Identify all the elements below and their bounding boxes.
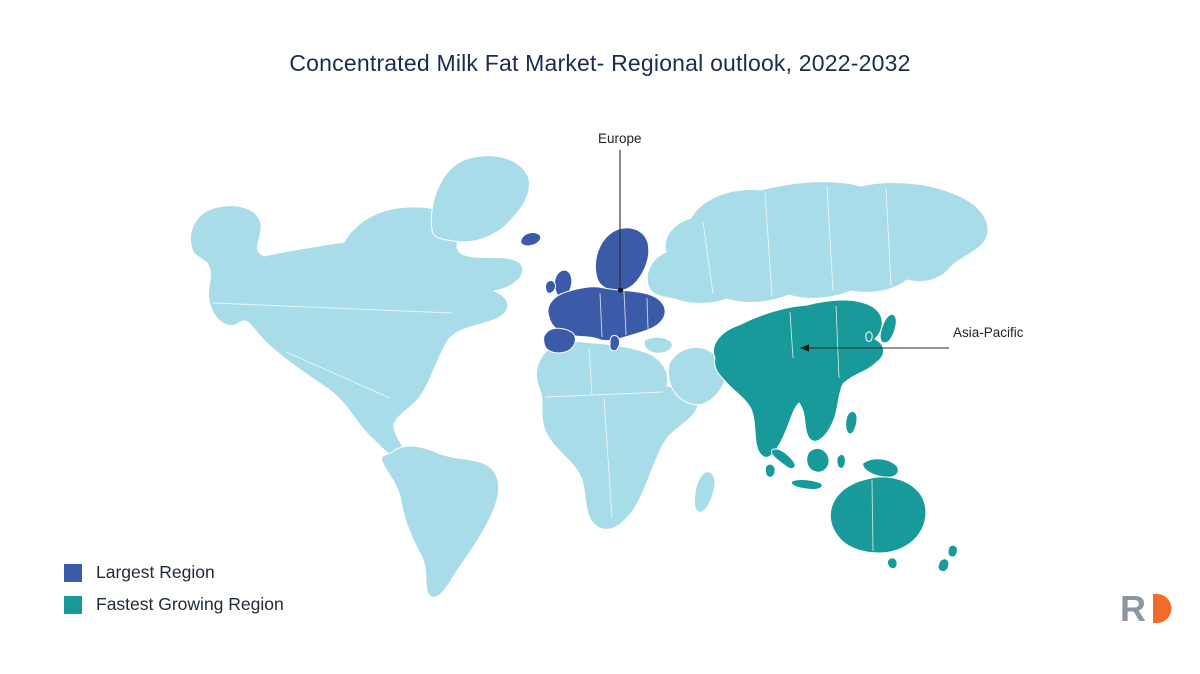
region-tasmania	[886, 557, 898, 570]
region-new-guinea	[862, 458, 899, 478]
region-borneo	[806, 448, 830, 473]
region-australia	[829, 476, 927, 554]
region-north-america	[190, 205, 524, 459]
region-japan	[879, 313, 897, 344]
europe-label: Europe	[598, 131, 642, 146]
region-ireland	[545, 280, 556, 294]
region-south-america	[381, 445, 499, 598]
region-russia-north-asia	[646, 181, 989, 304]
region-philippines	[845, 410, 858, 435]
region-scandinavia	[594, 227, 650, 292]
largest-region-group	[520, 227, 666, 354]
legend-item-fastest-growing-region: Fastest Growing Region	[64, 594, 284, 615]
region-africa	[536, 341, 699, 530]
asia-pacific-label: Asia-Pacific	[953, 325, 1024, 340]
legend-label-fastest-growing-region: Fastest Growing Region	[96, 594, 284, 614]
logo-accent-d-shape	[1153, 594, 1172, 623]
region-korea	[865, 331, 873, 342]
country-borders	[212, 185, 892, 552]
asia-pacific-callout-arrow	[800, 344, 809, 352]
region-sulawesi	[836, 453, 846, 469]
legend: Largest Region Fastest Growing Region	[64, 562, 284, 626]
region-middle-east	[667, 347, 726, 406]
region-java	[790, 479, 823, 490]
region-iberia	[543, 327, 576, 354]
legend-item-largest-region: Largest Region	[64, 562, 284, 583]
europe-callout-dot	[617, 287, 624, 293]
region-iceland	[520, 232, 542, 247]
legend-swatch-fastest-growing-region	[64, 595, 82, 614]
legend-label-largest-region: Largest Region	[96, 562, 215, 582]
region-greenland	[430, 155, 530, 243]
region-asia-pacific-mainland	[713, 299, 884, 458]
legend-swatch-largest-region	[64, 563, 82, 582]
region-turkey	[643, 336, 673, 354]
default-regions-group	[190, 155, 989, 598]
region-sri-lanka	[764, 463, 776, 478]
callouts	[617, 150, 949, 352]
logo-letter-r: R	[1120, 590, 1146, 629]
region-italy	[609, 335, 621, 352]
region-madagascar	[693, 471, 716, 513]
brand-logo: R	[1120, 590, 1172, 629]
region-new-zealand-south	[937, 558, 950, 573]
region-new-zealand-north	[947, 544, 958, 558]
chart-title: Concentrated Milk Fat Market- Regional o…	[289, 50, 911, 76]
region-sumatra	[770, 448, 796, 470]
fastest-growing-region-group	[713, 299, 958, 573]
